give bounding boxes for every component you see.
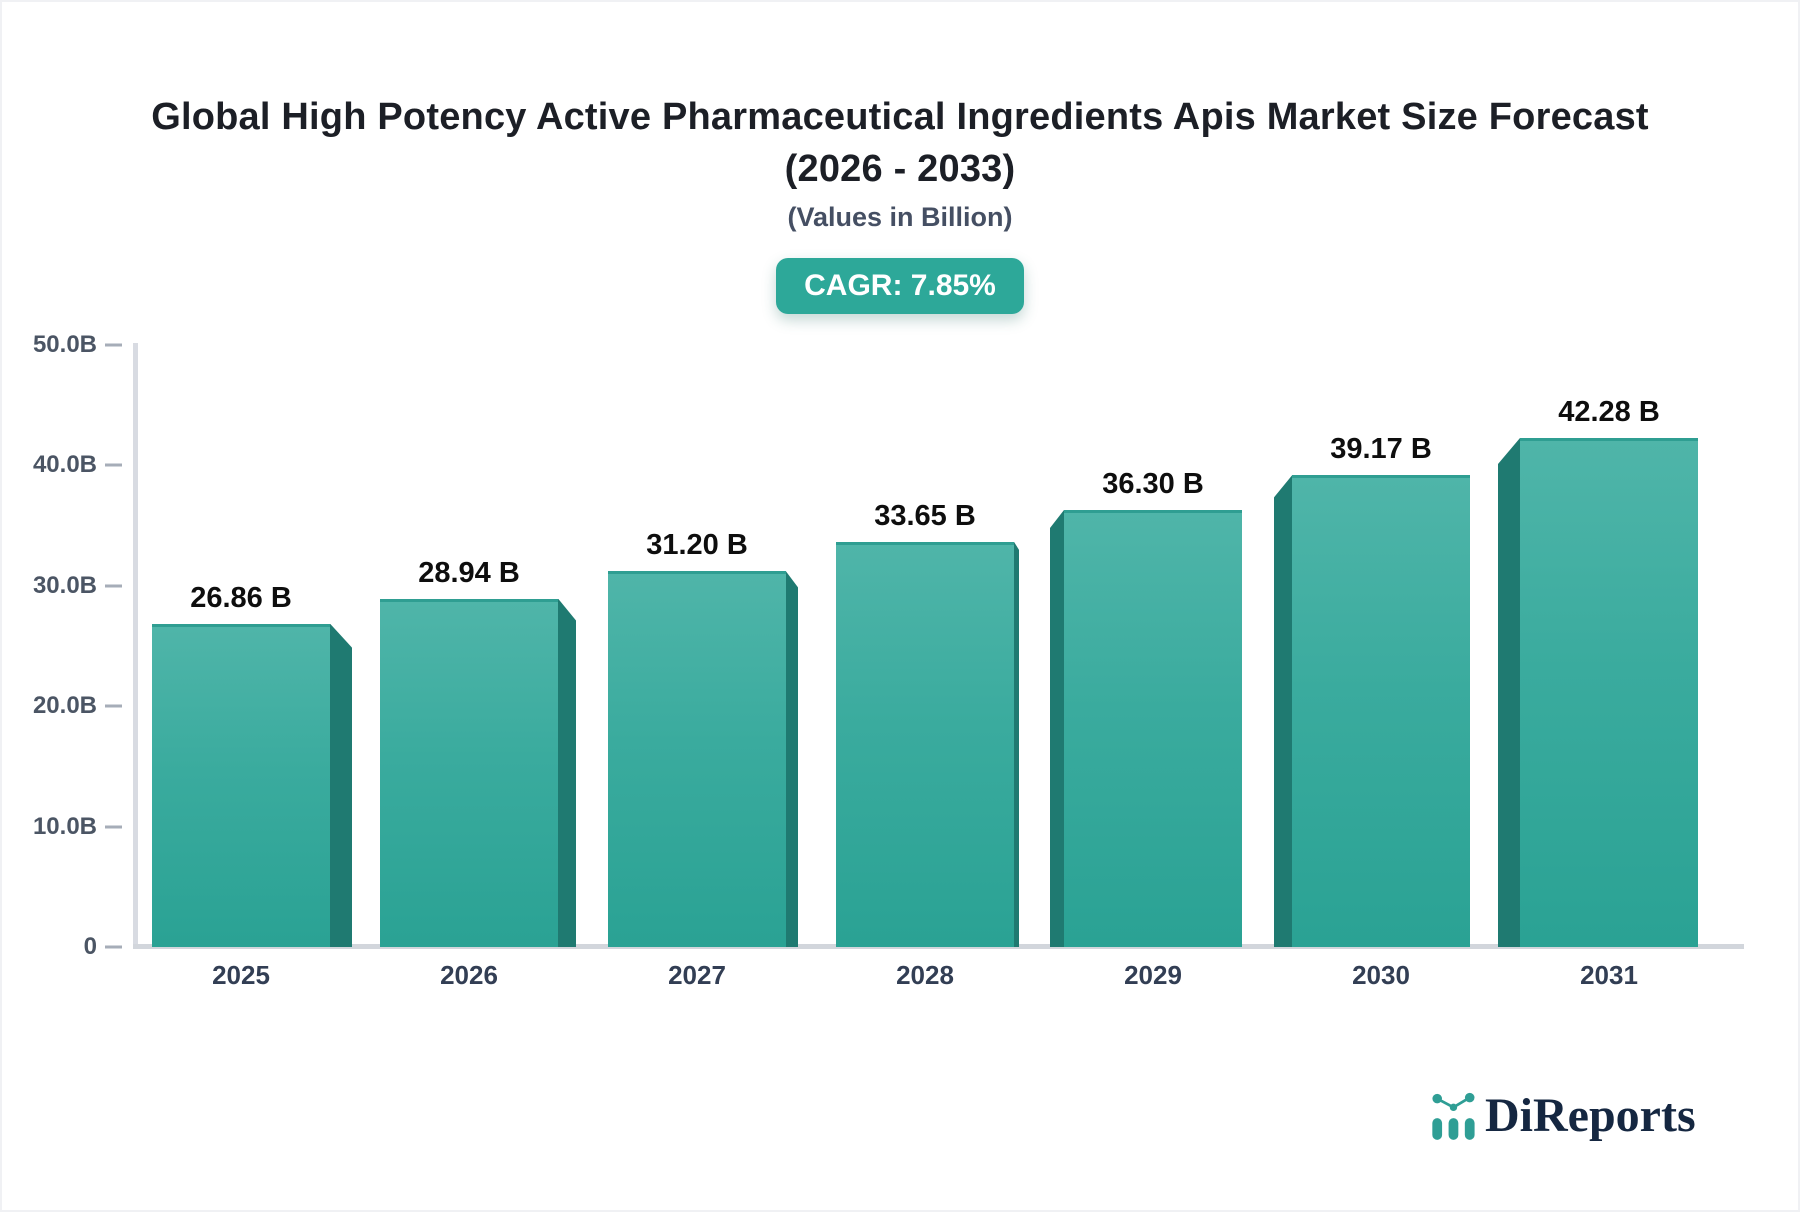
x-axis-label: 2026 bbox=[440, 960, 498, 990]
bar-face bbox=[1064, 509, 1242, 947]
x-axis-label: 2030 bbox=[1352, 960, 1410, 990]
bar-value-label: 39.17 B bbox=[1330, 433, 1432, 466]
y-tick-label: 0 bbox=[83, 933, 97, 960]
chart-title: Global High Potency Active Pharmaceutica… bbox=[151, 96, 1649, 138]
y-tick-mark bbox=[105, 825, 122, 829]
bar-3d-side bbox=[1014, 541, 1019, 947]
brand-logo: DiReports bbox=[1430, 1090, 1696, 1142]
bar-2027: 31.20 B bbox=[608, 529, 798, 947]
y-tick-label: 40.0B bbox=[32, 451, 97, 479]
brand-logo-text: DiReports bbox=[1485, 1089, 1696, 1142]
bar-3d-side bbox=[330, 623, 352, 947]
bar-face bbox=[152, 623, 330, 947]
y-axis-line bbox=[133, 343, 138, 949]
bar-3d-side bbox=[558, 598, 576, 947]
bar-value-label: 26.86 B bbox=[190, 581, 292, 614]
x-axis-label: 2025 bbox=[212, 960, 270, 990]
cagr-badge-wrap: CAGR: 7.85% bbox=[2, 258, 1798, 314]
chart-subtitle: (Values in Billion) bbox=[787, 202, 1013, 232]
bar-3d-side bbox=[1274, 475, 1292, 947]
y-tick-mark bbox=[105, 584, 122, 588]
x-axis-label: 2029 bbox=[1124, 960, 1182, 990]
y-tick-mark bbox=[105, 343, 122, 347]
y-tick-label: 20.0B bbox=[32, 692, 97, 720]
bar-3d-side bbox=[1050, 509, 1064, 947]
bar-face bbox=[1292, 475, 1470, 947]
y-tick-mark bbox=[105, 945, 122, 949]
y-tick-mark bbox=[105, 704, 122, 708]
bar-chart-trend-icon bbox=[1432, 1092, 1475, 1140]
x-axis-label: 2027 bbox=[668, 960, 726, 990]
bar-2026: 28.94 B bbox=[380, 557, 576, 947]
bar-3d-side bbox=[1498, 437, 1520, 947]
bar-value-label: 28.94 B bbox=[418, 556, 520, 589]
bar-value-label: 31.20 B bbox=[646, 529, 748, 562]
bar-face bbox=[836, 541, 1014, 947]
chart-title-year-range: (2026 - 2033) bbox=[784, 148, 1016, 190]
bar-value-label: 33.65 B bbox=[874, 499, 976, 532]
bar-3d-side bbox=[786, 571, 798, 947]
bar-face bbox=[608, 571, 786, 947]
cagr-badge: CAGR: 7.85% bbox=[776, 258, 1024, 314]
bar-2025: 26.86 B bbox=[152, 582, 352, 947]
y-tick-label: 50.0B bbox=[32, 331, 97, 358]
x-axis-label: 2031 bbox=[1580, 960, 1638, 990]
bar-2030: 39.17 B bbox=[1274, 433, 1470, 947]
y-tick-label: 30.0B bbox=[32, 571, 97, 599]
bar-2028: 33.65 B bbox=[836, 500, 1019, 947]
bar-face bbox=[1520, 437, 1698, 947]
bar-2029: 36.30 B bbox=[1050, 468, 1242, 947]
bar-2031: 42.28 B bbox=[1498, 396, 1698, 947]
y-tick-label: 10.0B bbox=[32, 812, 97, 840]
bar-value-label: 42.28 B bbox=[1558, 395, 1660, 428]
x-axis-label: 2028 bbox=[896, 960, 954, 990]
bar-face bbox=[380, 598, 558, 947]
bar-value-label: 36.30 B bbox=[1102, 467, 1204, 500]
y-tick-mark bbox=[105, 463, 122, 467]
